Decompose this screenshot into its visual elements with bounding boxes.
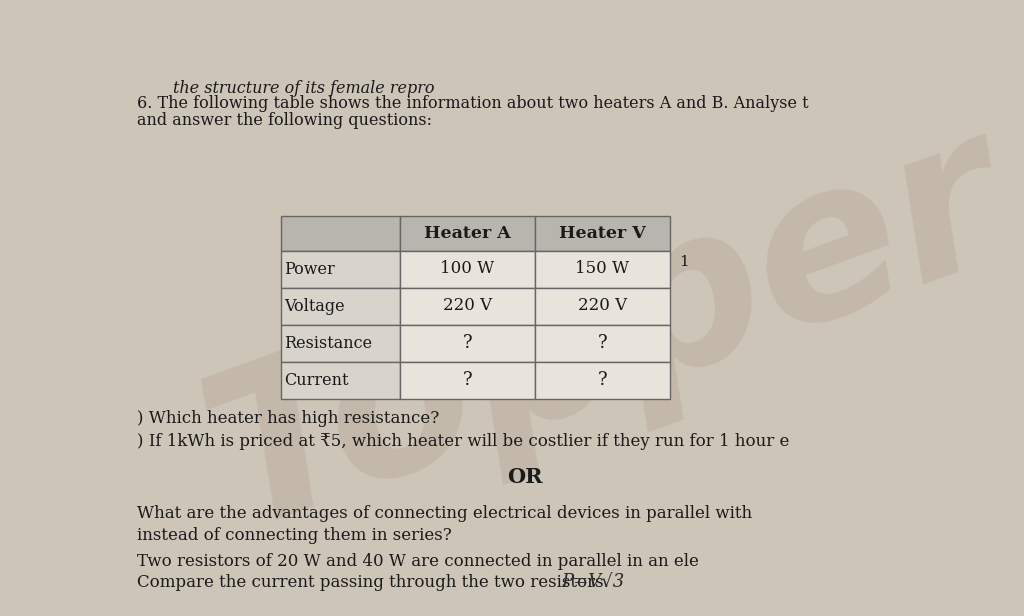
Text: the structure of its female repro: the structure of its female repro [173,80,434,97]
Bar [400,216,535,251]
Text: ?: ? [597,371,607,389]
Text: 1: 1 [679,255,688,269]
Bar [281,288,400,325]
Text: Resistance: Resistance [285,335,373,352]
Text: and answer the following questions:: and answer the following questions: [137,112,432,129]
Bar [281,251,400,288]
Text: Two resistors of 20 W and 40 W are connected in parallel in an ele: Two resistors of 20 W and 40 W are conne… [137,553,698,570]
Text: ?: ? [597,334,607,352]
Text: instead of connecting them in series?: instead of connecting them in series? [137,527,452,544]
Text: ?: ? [463,371,472,389]
Text: What are the advantages of connecting electrical devices in parallel with: What are the advantages of connecting el… [137,505,752,522]
Bar [400,251,535,288]
Text: Voltage: Voltage [285,298,345,315]
Bar [535,216,670,251]
Bar [281,362,400,399]
Text: Topper: Topper [183,93,1024,572]
Text: 150 W: 150 W [575,260,629,277]
Text: ) If 1kWh is priced at ₹5, which heater will be costlier if they run for 1 hour : ) If 1kWh is priced at ₹5, which heater … [137,432,790,450]
Text: ) Which heater has high resistance?: ) Which heater has high resistance? [137,410,439,427]
Text: 220 V: 220 V [578,297,627,314]
Bar [535,362,670,399]
Text: 6. The following table shows the information about two heaters A and B. Analyse : 6. The following table shows the informa… [137,95,808,113]
Text: Power: Power [285,261,335,278]
Bar [535,288,670,325]
Text: OR: OR [507,467,543,487]
Text: 220 V: 220 V [442,297,492,314]
Text: Current: Current [285,372,349,389]
Bar [281,325,400,362]
Text: ?: ? [463,334,472,352]
Bar [535,251,670,288]
Bar [535,325,670,362]
Text: 100 W: 100 W [440,260,495,277]
Bar [400,325,535,362]
Text: Compare the current passing through the two resistors.: Compare the current passing through the … [137,574,608,591]
Text: Heater A: Heater A [424,225,511,242]
Bar [400,288,535,325]
Bar [281,216,400,251]
Text: P=V√3: P=V√3 [562,573,625,591]
Text: Heater V: Heater V [559,225,645,242]
Bar [400,362,535,399]
